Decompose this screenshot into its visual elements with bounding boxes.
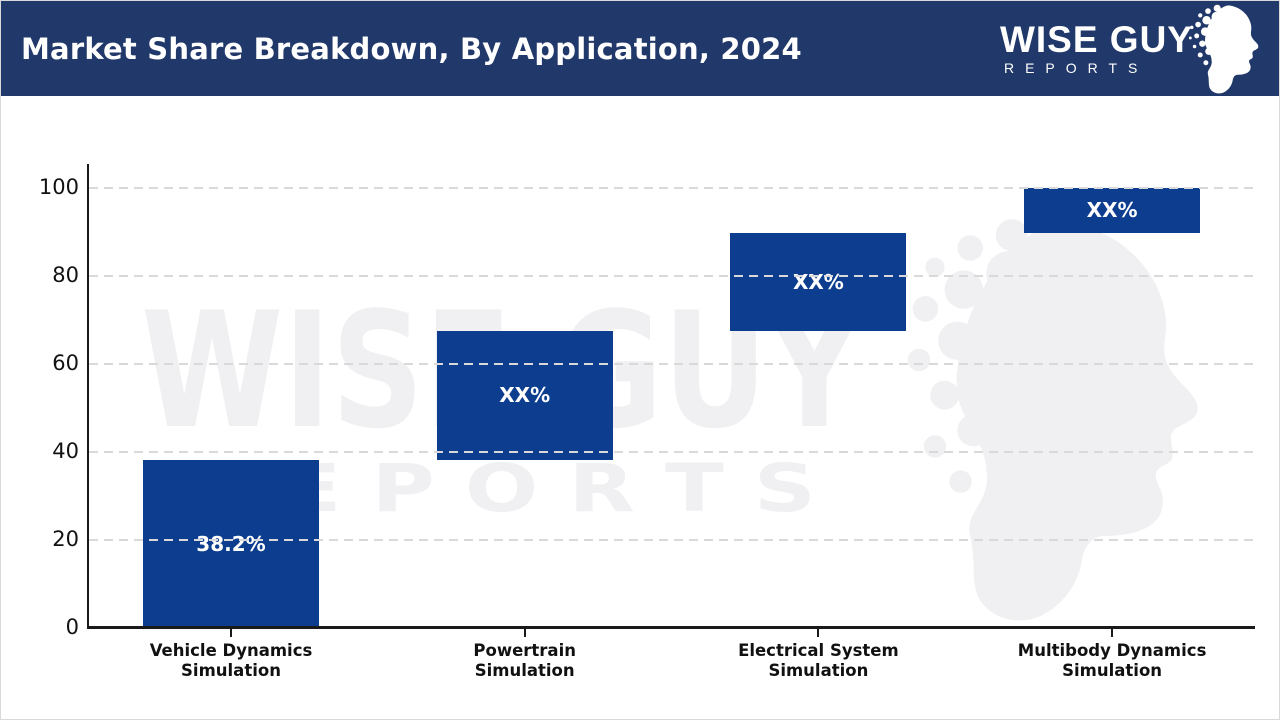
gridline bbox=[89, 539, 1254, 541]
wiseguy-logo-sub: REPORTS bbox=[1003, 59, 1149, 76]
x-axis-tick bbox=[817, 629, 820, 637]
x-axis-category-label: Multibody Dynamics Simulation bbox=[1017, 641, 1207, 680]
gridline bbox=[89, 451, 1254, 453]
wiseguy-logo: WISE GUY REPORTS bbox=[1000, 1, 1271, 96]
y-axis-tick-label: 40 bbox=[52, 439, 79, 463]
header-bar: Market Share Breakdown, By Application, … bbox=[1, 1, 1279, 96]
x-axis-tick bbox=[523, 629, 526, 637]
bar-value-label: 38.2% bbox=[196, 531, 266, 556]
x-axis-category-label: Powertrain Simulation bbox=[473, 641, 576, 680]
x-axis-category-label: Vehicle Dynamics Simulation bbox=[149, 641, 313, 680]
gridline bbox=[89, 187, 1254, 189]
y-axis-tick-label: 60 bbox=[52, 351, 79, 375]
wiseguy-logo-name: WISE GUY bbox=[999, 18, 1193, 60]
gridline bbox=[89, 275, 1254, 277]
bar-value-label: XX% bbox=[792, 269, 844, 294]
y-axis-tick-label: 100 bbox=[38, 175, 79, 199]
chart-title: Market Share Breakdown, By Application, … bbox=[21, 31, 802, 66]
bar-value-label: XX% bbox=[499, 383, 551, 408]
bar-value-label: XX% bbox=[1086, 198, 1138, 223]
wiseguy-logo-text: WISE GUY REPORTS bbox=[999, 18, 1193, 76]
y-axis-tick-label: 0 bbox=[65, 615, 79, 639]
y-axis-line bbox=[87, 164, 89, 629]
y-axis-tick-label: 20 bbox=[52, 527, 79, 551]
gridline bbox=[89, 363, 1254, 365]
x-axis-line bbox=[87, 626, 1255, 629]
bar-segment bbox=[1024, 188, 1201, 233]
wiseguy-head-icon bbox=[1188, 4, 1259, 93]
y-axis-tick-label: 80 bbox=[52, 263, 79, 287]
x-axis-category-label: Electrical System Simulation bbox=[738, 641, 899, 680]
bar-segment bbox=[143, 459, 319, 628]
x-axis-tick bbox=[1111, 629, 1114, 637]
bar-segment bbox=[436, 331, 613, 460]
x-axis-tick bbox=[230, 629, 232, 637]
bar-segment bbox=[730, 232, 907, 331]
